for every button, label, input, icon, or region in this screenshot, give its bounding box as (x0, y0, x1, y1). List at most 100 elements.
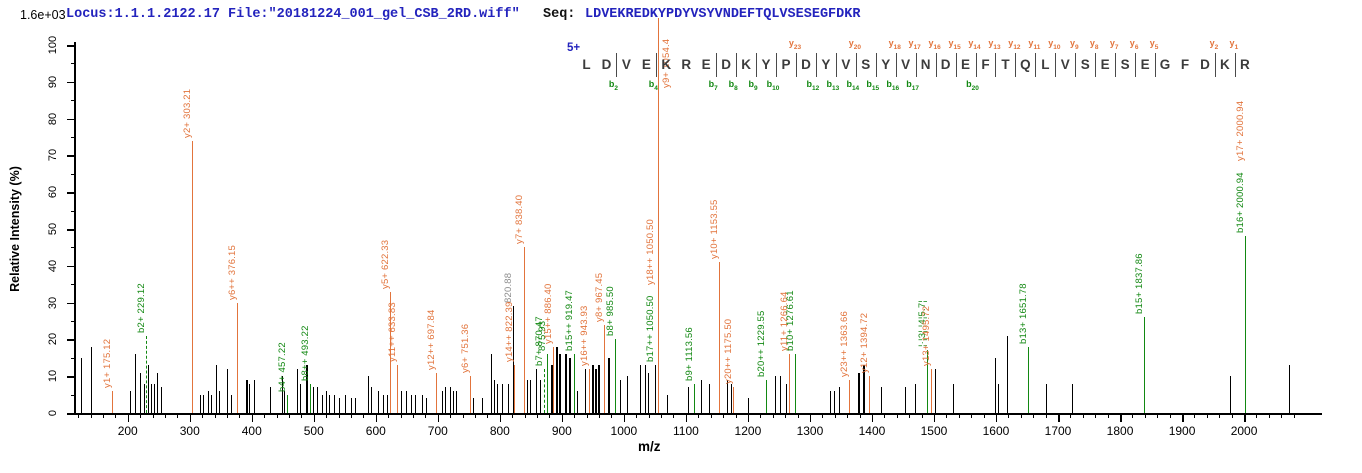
fragment-cut-mark (1035, 53, 1037, 77)
peak (230, 394, 232, 413)
fragment-cut-mark (1095, 53, 1097, 77)
x-axis-minor-tick (983, 414, 985, 418)
y-ion-cut-label: y23 (788, 38, 802, 51)
precursor-charge-label: 5+ (567, 42, 581, 54)
residue: N (920, 57, 931, 72)
x-axis-minor-tick (1268, 414, 1270, 418)
x-axis-major-tick (871, 414, 874, 422)
peak (345, 394, 347, 413)
x-axis-minor-tick (90, 414, 92, 418)
peak-label-y-ion: y10+ 1153.55 (709, 199, 721, 260)
peak (862, 365, 865, 413)
peak-label-b-ion: b8++ 493.22 (299, 324, 311, 381)
y-axis-minor-tick (71, 210, 75, 212)
peak (915, 383, 917, 413)
peak (226, 368, 228, 413)
b-ion-cut-label: b10 (766, 79, 780, 92)
peak (455, 390, 457, 413)
x-axis-minor-tick (1020, 414, 1022, 418)
x-axis-minor-tick (301, 414, 303, 418)
peak-label-y-ion: y18++ 1050.50 (645, 218, 657, 285)
peak (317, 387, 319, 413)
peak (297, 368, 299, 413)
labeled-peak (789, 354, 791, 413)
b-ion-cut-label: b4 (648, 79, 658, 92)
fragment-cut-mark (1155, 53, 1157, 77)
fragment-cut-mark (795, 53, 797, 77)
peak (400, 390, 402, 413)
x-axis-minor-tick (350, 414, 352, 418)
residue: F (981, 57, 990, 72)
peak (905, 387, 907, 413)
x-axis-major-tick (1244, 414, 1246, 422)
peak-label-y-ion: y15++ 886.40 (543, 283, 555, 344)
labeled-peak (868, 376, 870, 413)
peak-label-y-ion: y16++ 943.93 (579, 305, 591, 366)
x-axis-major-tick (809, 414, 812, 422)
b-ion-cut-label: b20 (966, 79, 979, 92)
x-axis-minor-tick (512, 414, 514, 418)
fragment-cut-mark (895, 53, 897, 77)
labeled-peak (931, 368, 933, 413)
y-ion-cut-label: y10 (1048, 38, 1061, 51)
x-axis-minor-tick (239, 414, 241, 418)
x-axis-minor-tick (214, 414, 216, 418)
fragment-cut-mark (815, 53, 817, 77)
y-axis-minor-tick (71, 63, 75, 65)
labeled-peak (1143, 317, 1145, 413)
b-ion-cut-label: b13 (826, 79, 840, 92)
x-axis-tick-label: 1400 (858, 424, 886, 438)
y-axis-minor-tick (71, 321, 75, 322)
y-axis-minor-tick (71, 357, 75, 359)
peak (730, 383, 732, 413)
residue: D (721, 57, 732, 72)
x-axis-minor-tick (549, 414, 551, 418)
peak (421, 394, 423, 413)
peak (81, 357, 83, 413)
x-axis-tick-label: 900 (551, 424, 572, 438)
x-axis-minor-tick (1169, 414, 1171, 418)
peak (526, 379, 528, 413)
peak-label-b-ion: b2+ 229.12 (135, 282, 147, 333)
fragment-cut-mark (935, 53, 937, 77)
peak (139, 372, 141, 413)
x-axis-minor-tick (338, 414, 340, 418)
x-axis-tick-label: 1900 (1168, 424, 1196, 438)
peak (785, 383, 787, 413)
x-axis-minor-tick (276, 414, 278, 418)
x-axis-minor-tick (400, 414, 402, 418)
peak (143, 383, 145, 413)
x-axis-minor-tick (772, 414, 774, 418)
x-axis-minor-tick (1095, 414, 1097, 418)
x-axis-minor-tick (723, 414, 725, 418)
peak (371, 387, 373, 413)
x-axis-minor-tick (859, 414, 861, 418)
x-axis-minor-tick (1144, 414, 1146, 418)
peak-label-y-ion: y23++ 1363.66 (839, 310, 851, 377)
peak-label-y-ion: y12+ 1394.72 (858, 312, 870, 374)
peak-label-b-ion: b4+ 457.22 (277, 341, 289, 392)
b-ion-cut-label: b9 (748, 79, 758, 92)
seq-value: LDVEKREDKYPDYVSYVNDEFTQLVSESEGFDKR (585, 7, 861, 22)
peak (215, 365, 217, 413)
fragment-cut-mark (756, 53, 758, 77)
x-axis-minor-tick (884, 414, 886, 418)
x-axis-tick-label: 1200 (734, 424, 762, 438)
residue: Y (821, 57, 831, 72)
labeled-peak (309, 383, 311, 413)
x-axis-minor-tick (1281, 414, 1283, 418)
residue: P (781, 57, 791, 72)
peak (378, 390, 380, 413)
x-axis-tick-label: 1100 (672, 424, 699, 438)
peak (150, 383, 152, 413)
x-axis-minor-tick (475, 414, 477, 418)
labeled-peak (523, 247, 525, 413)
x-axis-tick-label: 400 (241, 424, 262, 438)
residue: F (1180, 57, 1190, 72)
y-axis-tick-label: 20 (47, 333, 59, 346)
x-axis-tick-label: 2000 (1230, 424, 1258, 438)
peak (306, 365, 309, 413)
x-axis-major-tick (189, 414, 192, 422)
y-ion-cut-label: y20 (848, 38, 861, 51)
x-axis-tick-label: 700 (427, 424, 448, 438)
